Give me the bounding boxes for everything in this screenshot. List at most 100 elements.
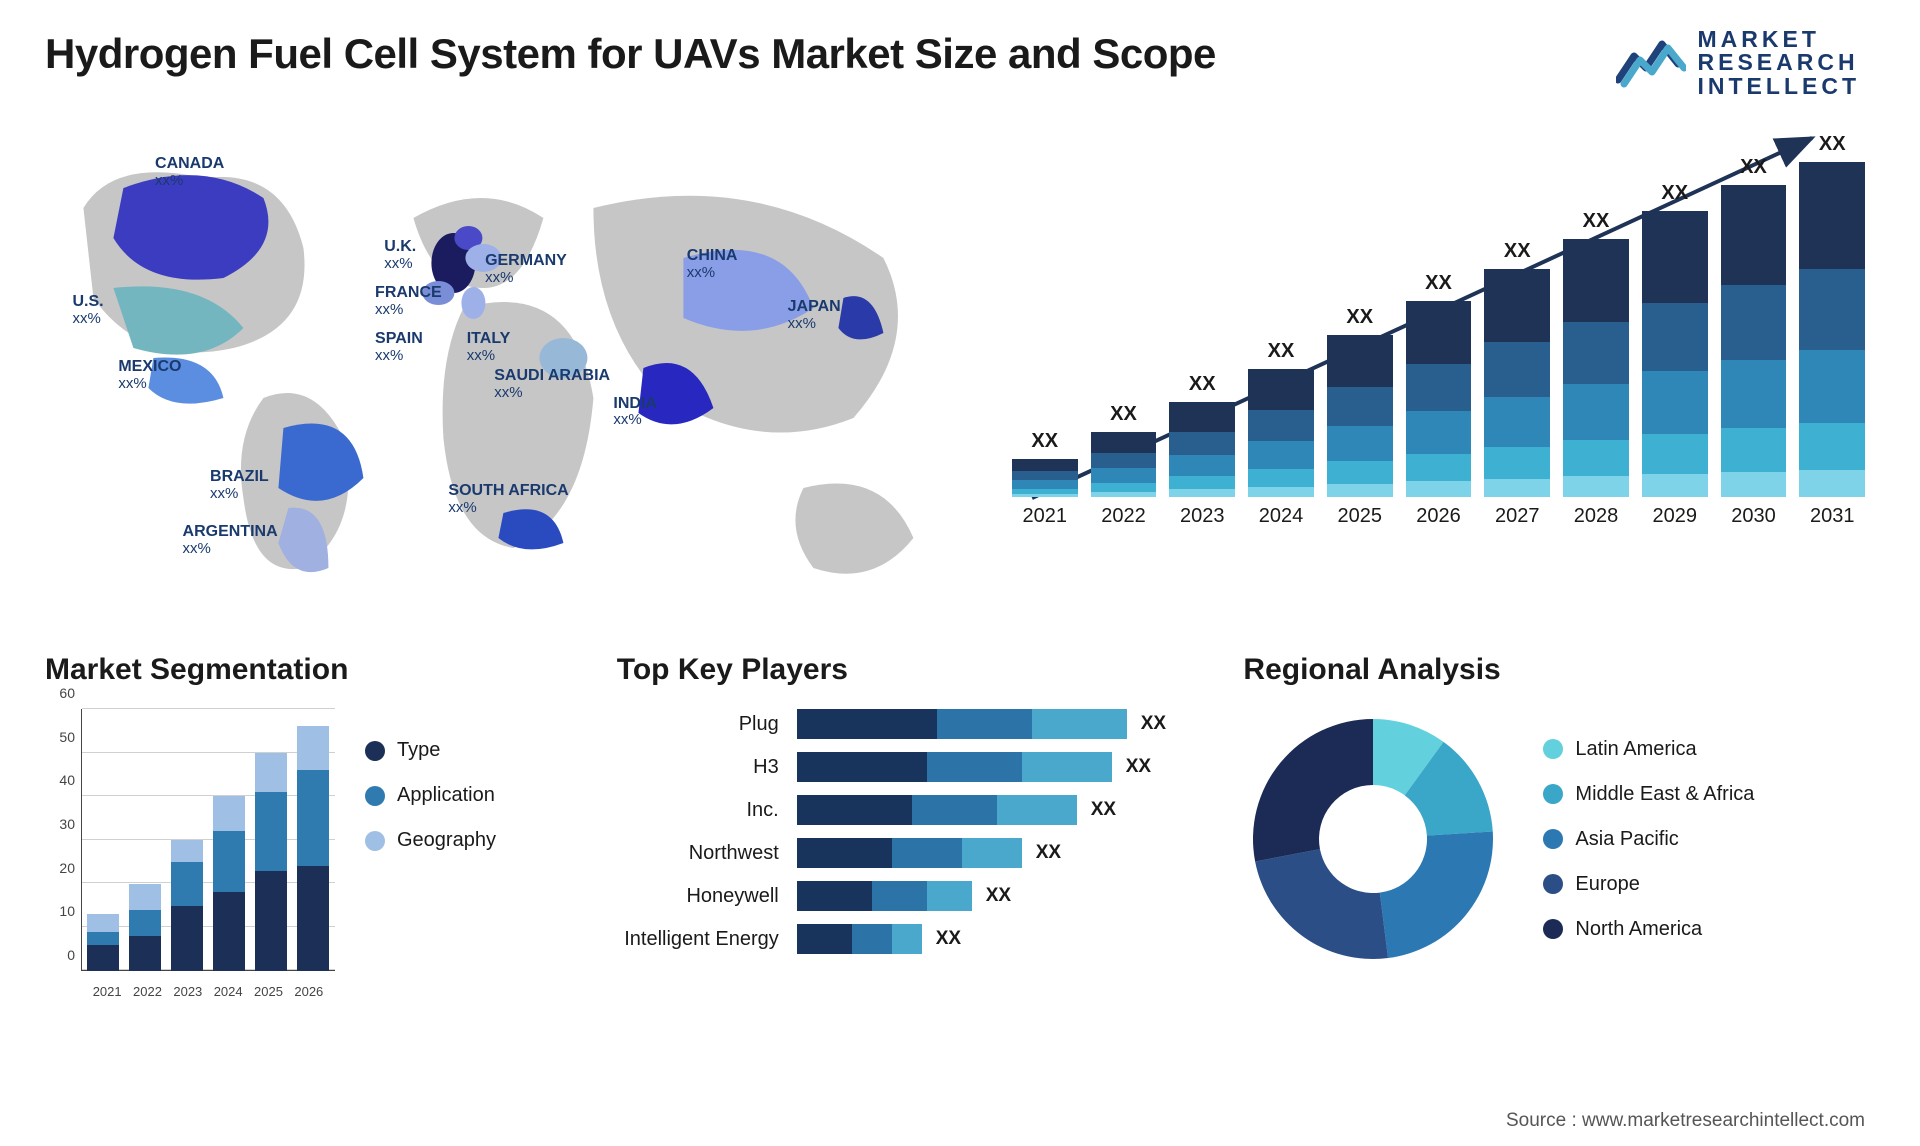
key-player-row: H3XX: [617, 752, 1194, 782]
key-player-value: XX: [1141, 713, 1166, 735]
country-label: SAUDI ARABIAxx%: [494, 368, 610, 401]
bar-xtick: 2026: [1416, 505, 1461, 528]
seg-bar: [129, 884, 161, 971]
country-label: GERMANYxx%: [485, 253, 567, 286]
country-label: CHINAxx%: [687, 248, 738, 281]
main-bar-column: XX 2021: [1012, 430, 1078, 528]
bar-xtick: 2027: [1495, 505, 1540, 528]
key-player-bar: [797, 752, 1112, 782]
key-player-row: Intelligent EnergyXX: [617, 924, 1194, 954]
seg-bar: [87, 914, 119, 971]
main-bar-column: XX 2029: [1642, 182, 1708, 528]
seg-ytick: 20: [45, 860, 75, 876]
seg-ytick: 30: [45, 816, 75, 832]
legend-item: Geography: [365, 829, 496, 852]
bar-xtick: 2030: [1731, 505, 1776, 528]
bar-value-label: XX: [1268, 340, 1295, 363]
main-bar-column: XX 2025: [1327, 306, 1393, 528]
country-label: JAPANxx%: [788, 299, 841, 332]
key-player-value: XX: [1036, 842, 1061, 864]
key-player-name: Northwest: [617, 842, 797, 865]
key-player-value: XX: [936, 928, 961, 950]
bar-value-label: XX: [1661, 182, 1688, 205]
bar-xtick: 2028: [1574, 505, 1619, 528]
country-label: ARGENTINAxx%: [183, 524, 278, 557]
key-player-name: Inc.: [617, 799, 797, 822]
seg-bar: [213, 796, 245, 971]
legend-item: Application: [365, 784, 496, 807]
bar-xtick: 2029: [1652, 505, 1697, 528]
brand-logo: MARKET RESEARCH INTELLECT: [1616, 28, 1861, 98]
bar-value-label: XX: [1425, 272, 1452, 295]
seg-xtick: 2024: [214, 984, 243, 999]
key-players-title: Top Key Players: [617, 653, 1194, 687]
main-bar-column: XX 2026: [1406, 272, 1472, 528]
regional-panel: Regional Analysis Latin America Middle Ea…: [1243, 653, 1875, 1033]
bar-value-label: XX: [1110, 403, 1137, 426]
donut-slice: [1256, 849, 1389, 959]
country-label: FRANCExx%: [375, 285, 442, 318]
brand-line-3: INTELLECT: [1698, 75, 1861, 98]
key-player-value: XX: [1126, 756, 1151, 778]
main-bar-column: XX 2031: [1799, 133, 1865, 528]
brand-line-2: RESEARCH: [1698, 51, 1861, 74]
segmentation-legend: Type Application Geography: [365, 709, 496, 1033]
bar-xtick: 2022: [1101, 505, 1146, 528]
country-label: BRAZILxx%: [210, 469, 269, 502]
bar-value-label: XX: [1583, 210, 1610, 233]
seg-xtick: 2021: [93, 984, 122, 999]
country-label: CANADAxx%: [155, 156, 224, 189]
bar-value-label: XX: [1189, 373, 1216, 396]
legend-item: North America: [1543, 918, 1754, 941]
seg-bar: [171, 840, 203, 971]
country-label: U.S.xx%: [73, 294, 104, 327]
key-players-panel: Top Key Players PlugXXH3XXInc.XXNorthwes…: [617, 653, 1194, 1033]
bar-xtick: 2025: [1337, 505, 1382, 528]
country-label: MEXICOxx%: [118, 359, 181, 392]
seg-ytick: 60: [45, 685, 75, 701]
donut-slice: [1253, 719, 1373, 861]
seg-xtick: 2026: [294, 984, 323, 999]
key-player-bar: [797, 838, 1022, 868]
key-player-name: Plug: [617, 713, 797, 736]
regional-title: Regional Analysis: [1243, 653, 1875, 687]
key-player-row: Plug XX: [617, 709, 1194, 739]
main-bar-chart: XX2021XX2022XX2023XX2024XX2025XX2026XX20…: [1002, 138, 1875, 598]
key-player-name: Honeywell: [617, 885, 797, 908]
legend-item: Middle East & Africa: [1543, 783, 1754, 806]
donut-slice: [1380, 831, 1493, 958]
page-title: Hydrogen Fuel Cell System for UAVs Marke…: [45, 30, 1875, 78]
seg-ytick: 50: [45, 729, 75, 745]
country-label: U.K.xx%: [384, 239, 416, 272]
seg-xtick: 2025: [254, 984, 283, 999]
legend-item: Latin America: [1543, 738, 1754, 761]
seg-ytick: 40: [45, 772, 75, 788]
key-player-bar: [797, 795, 1077, 825]
main-bar-column: XX 2022: [1091, 403, 1157, 528]
key-player-bar: [797, 709, 1127, 739]
bar-xtick: 2021: [1022, 505, 1067, 528]
main-bar-column: XX2023: [1169, 373, 1235, 528]
bar-value-label: XX: [1346, 306, 1373, 329]
seg-ytick: 10: [45, 903, 75, 919]
main-bar-column: XX 2028: [1563, 210, 1629, 528]
seg-xtick: 2022: [133, 984, 162, 999]
seg-bar: [297, 726, 329, 971]
country-label: INDIAxx%: [613, 396, 657, 429]
bar-value-label: XX: [1819, 133, 1846, 156]
seg-xtick: 2023: [173, 984, 202, 999]
bar-value-label: XX: [1504, 240, 1531, 263]
legend-item: Type: [365, 739, 496, 762]
key-player-row: Northwest XX: [617, 838, 1194, 868]
bar-value-label: XX: [1740, 156, 1767, 179]
key-player-bar: [797, 924, 922, 954]
key-player-row: HoneywellXX: [617, 881, 1194, 911]
brand-line-1: MARKET: [1698, 28, 1861, 51]
bar-value-label: XX: [1031, 430, 1058, 453]
bar-xtick: 2031: [1810, 505, 1855, 528]
regional-legend: Latin America Middle East & Africa Asia Pa…: [1543, 738, 1754, 941]
key-player-row: Inc.XX: [617, 795, 1194, 825]
source-text: Source : www.marketresearchintellect.com: [1506, 1110, 1865, 1132]
country-label: ITALYxx%: [467, 331, 511, 364]
legend-item: Asia Pacific: [1543, 828, 1754, 851]
